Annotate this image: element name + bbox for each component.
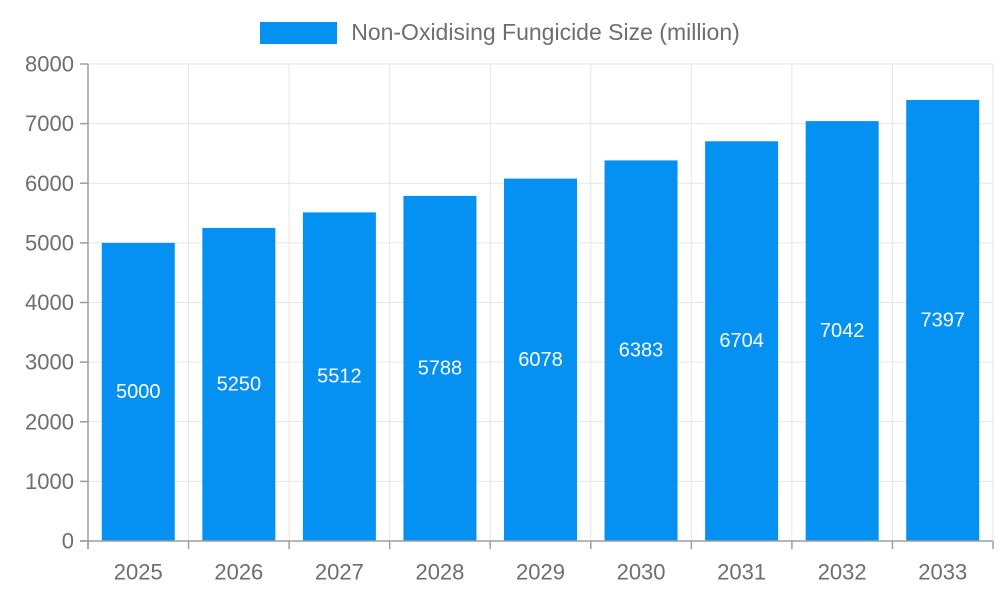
bar-value-label: 5788: [418, 357, 463, 379]
bar-value-label: 5000: [116, 381, 161, 403]
bar-value-label: 7397: [920, 309, 965, 331]
bar-2028: [403, 195, 477, 541]
bar-2027: [302, 212, 376, 542]
bar-2025: [101, 242, 175, 541]
legend-item[interactable]: Non-Oxidising Fungicide Size (million): [0, 21, 1000, 44]
bar-value-label: 6078: [518, 349, 563, 371]
legend-label: Non-Oxidising Fungicide Size (million): [351, 19, 740, 45]
legend-swatch: [260, 21, 338, 44]
x-tick-label: 2031: [717, 560, 766, 585]
y-tick-label: 4000: [25, 290, 74, 315]
bar-2032: [805, 121, 879, 541]
y-tick-label: 2000: [25, 409, 74, 434]
bar-2030: [604, 160, 678, 541]
bar-value-label: 6383: [619, 340, 664, 362]
x-tick-label: 2025: [114, 560, 163, 585]
x-tick-label: 2032: [818, 560, 867, 585]
x-tick-label: 2027: [315, 560, 364, 585]
y-tick-label: 0: [62, 529, 74, 554]
bar-2029: [504, 178, 577, 541]
x-tick-label: 2028: [415, 560, 464, 585]
y-tick-label: 8000: [25, 52, 74, 77]
x-tick-label: 2033: [918, 560, 967, 585]
bar-value-label: 5250: [217, 373, 262, 395]
bar-value-label: 6704: [719, 330, 764, 352]
y-tick-label: 3000: [25, 350, 74, 375]
x-tick-label: 2030: [617, 560, 666, 585]
bar-2033: [906, 99, 980, 542]
bar-value-label: 7042: [820, 320, 865, 342]
x-tick-label: 2029: [516, 560, 565, 585]
y-tick-label: 7000: [25, 111, 74, 136]
bar-2026: [202, 227, 276, 541]
bar-value-label: 5512: [317, 366, 362, 388]
y-tick-label: 1000: [25, 469, 74, 494]
y-tick-label: 5000: [25, 230, 74, 255]
bar-2031: [705, 141, 779, 542]
y-tick-label: 6000: [25, 171, 74, 196]
x-tick-label: 2026: [214, 560, 263, 585]
